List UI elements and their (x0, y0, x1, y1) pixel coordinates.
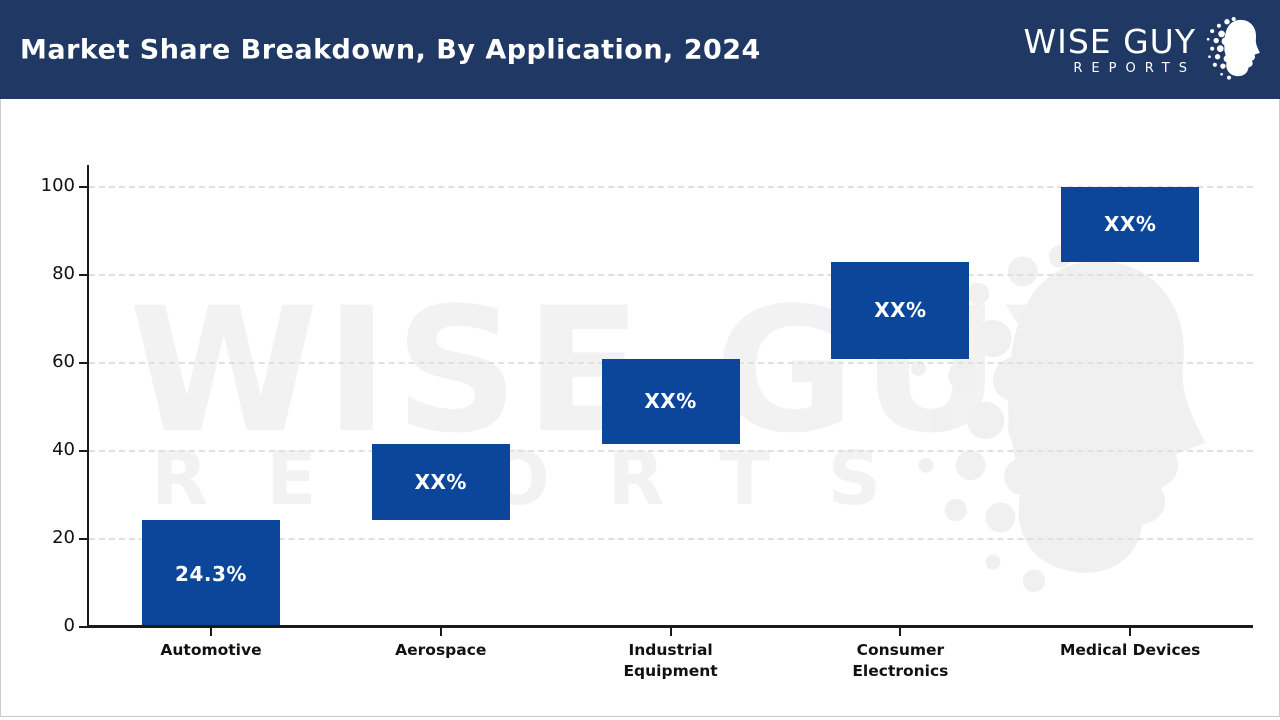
y-axis-tick-label: 80 (52, 263, 75, 284)
header-bar: Market Share Breakdown, By Application, … (0, 0, 1280, 99)
page-title: Market Share Breakdown, By Application, … (20, 34, 761, 65)
y-axis-tick-mark (79, 186, 87, 188)
brand-logo: WISE GUY REPORTS (1023, 8, 1266, 92)
brand-subtitle: REPORTS (1073, 61, 1196, 76)
gridline-80 (89, 274, 1253, 276)
y-axis-tick-mark (79, 274, 87, 276)
y-axis-line (87, 165, 89, 627)
y-axis-tick-mark (79, 362, 87, 364)
bar-automotive: 24.3% (142, 520, 280, 627)
y-axis-tick-label: 20 (52, 527, 75, 548)
brand-name: WISE GUY (1023, 22, 1196, 61)
x-axis-category-label: Automotive (160, 641, 262, 659)
bar-value-label: 24.3% (175, 561, 247, 586)
y-axis-tick-label: 0 (63, 615, 75, 636)
x-axis-category-label: Aerospace (395, 641, 487, 659)
y-axis-tick-mark (79, 538, 87, 540)
x-axis-line (87, 625, 1253, 628)
x-axis-tick-mark (899, 628, 902, 636)
x-axis-category-label: Consumer Electronics (852, 641, 949, 680)
gridline-40 (89, 450, 1253, 452)
x-axis-tick-mark (1129, 628, 1132, 636)
y-axis-tick-label: 40 (52, 439, 75, 460)
x-axis-category-label: Medical Devices (1059, 641, 1201, 659)
bar-aerospace: XX% (371, 444, 510, 521)
bar-medical-devices: XX% (1061, 187, 1200, 262)
y-axis-tick-mark (79, 450, 87, 452)
y-axis-tick-label: 100 (40, 175, 75, 196)
y-axis-tick-label: 60 (52, 351, 75, 372)
y-axis-tick-mark (79, 626, 87, 628)
bar-industrial-equipment: XX% (601, 358, 740, 445)
gridline-100 (89, 186, 1253, 188)
bar-value-label: XX% (414, 470, 467, 495)
bar-value-label: XX% (644, 389, 697, 414)
wiseguy-head-logo-icon (1206, 17, 1260, 80)
brand-text: WISE GUY REPORTS (1023, 22, 1196, 77)
bar-value-label: XX% (1103, 212, 1157, 237)
bar-value-label: XX% (874, 298, 927, 323)
bar-consumer-electronics: XX% (831, 261, 970, 359)
x-axis-tick-mark (210, 628, 212, 636)
x-axis-tick-mark (439, 628, 442, 636)
gridline-20 (89, 538, 1253, 540)
x-axis-category-label: Industrial Equipment (623, 641, 718, 680)
x-axis-tick-mark (669, 628, 672, 636)
